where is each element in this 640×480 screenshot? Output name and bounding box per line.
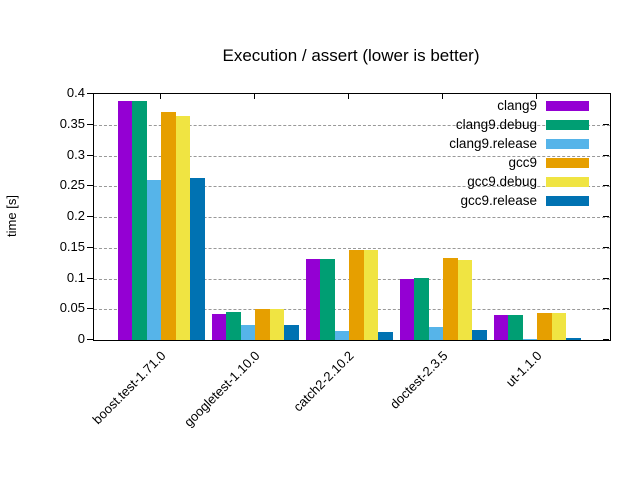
bar-gcc9-ut-1.1.0	[537, 312, 552, 340]
legend-swatch	[546, 176, 589, 187]
bar-clang9.debug-doctest-2.3.5	[414, 277, 429, 340]
bar-clang9.release-doctest-2.3.5	[428, 327, 443, 340]
legend-swatch	[546, 157, 589, 168]
bar-gcc9-doctest-2.3.5	[443, 258, 458, 340]
y-tick-mark-left	[87, 246, 93, 248]
legend-label: clang9	[497, 98, 537, 113]
legend-label: gcc9	[508, 155, 537, 170]
x-tick-mark-top	[442, 93, 443, 99]
legend-label: clang9.release	[449, 136, 537, 151]
bar-clang9-boost.test-1.71.0	[117, 101, 132, 340]
legend-label: clang9.debug	[455, 117, 537, 132]
y-tick-mark-left	[87, 93, 93, 94]
y-tick-mark-left	[87, 339, 93, 340]
bar-gcc9.debug-boost.test-1.71.0	[175, 115, 190, 340]
gridline	[94, 217, 610, 218]
legend-row-clang9: clang9	[449, 96, 589, 115]
bar-clang9.release-boost.test-1.71.0	[146, 180, 161, 340]
y-tick-label: 0.05	[59, 300, 85, 316]
bar-clang9.debug-boost.test-1.71.0	[132, 101, 147, 340]
y-tick-mark-right	[603, 93, 609, 94]
x-tick-mark-top	[536, 93, 537, 99]
y-tick-label: 0.25	[59, 177, 85, 193]
bar-clang9.debug-catch2-2.10.2	[320, 258, 335, 340]
y-tick-mark-right	[603, 339, 609, 340]
legend-row-clang9.debug: clang9.debug	[449, 115, 589, 134]
bar-gcc9.release-doctest-2.3.5	[472, 329, 487, 340]
legend-row-gcc9: gcc9	[449, 153, 589, 172]
y-tick-mark-right	[603, 185, 609, 187]
bar-gcc9.debug-catch2-2.10.2	[363, 249, 378, 340]
bar-clang9.release-catch2-2.10.2	[334, 331, 349, 340]
bar-gcc9-catch2-2.10.2	[349, 249, 364, 340]
legend-row-clang9.release: clang9.release	[449, 134, 589, 153]
y-tick-mark-right	[603, 277, 609, 279]
legend-label: gcc9.debug	[467, 174, 537, 189]
plot-area: clang9 clang9.debug clang9.release gcc9 gcc9…	[93, 93, 611, 341]
bar-gcc9.release-boost.test-1.71.0	[190, 178, 205, 340]
legend-row-gcc9.debug: gcc9.debug	[449, 172, 589, 191]
gridline	[94, 155, 610, 157]
y-tick-label: 0.4	[66, 85, 85, 100]
y-tick-mark-left	[87, 308, 93, 310]
y-tick-mark-left	[87, 216, 93, 217]
bar-gcc9.release-catch2-2.10.2	[378, 332, 393, 340]
x-tick-mark-top	[348, 93, 349, 99]
chart-title: Execution / assert (lower is better)	[222, 46, 480, 65]
legend-swatch	[546, 195, 589, 206]
bar-gcc9.release-googletest-1.10.0	[284, 325, 299, 340]
legend-label: gcc9.release	[460, 193, 537, 208]
y-tick-mark-right	[603, 246, 609, 248]
bar-gcc9-boost.test-1.71.0	[161, 112, 176, 340]
y-tick-label: 0.1	[66, 269, 85, 285]
legend: clang9 clang9.debug clang9.release gcc9 gcc9…	[449, 96, 589, 210]
bar-clang9.release-googletest-1.10.0	[240, 325, 255, 340]
gridline	[94, 186, 610, 188]
y-tick-mark-right	[603, 308, 609, 310]
bar-clang9-googletest-1.10.0	[211, 313, 226, 340]
y-tick-mark-left	[87, 185, 93, 187]
bar-gcc9.release-ut-1.1.0	[566, 338, 581, 340]
y-tick-mark-left	[87, 123, 93, 125]
gridline	[94, 247, 610, 249]
bar-gcc9.debug-doctest-2.3.5	[457, 260, 472, 340]
y-tick-mark-left	[87, 277, 93, 279]
bar-gcc9-googletest-1.10.0	[255, 308, 270, 340]
y-tick-mark-right	[603, 154, 609, 156]
legend-row-gcc9.release: gcc9.release	[449, 191, 589, 210]
bar-clang9-catch2-2.10.2	[305, 258, 320, 340]
x-tick-mark-top	[160, 93, 161, 99]
y-tick-label: 0.2	[66, 208, 85, 223]
y-tick-label: 0.15	[59, 238, 85, 254]
bar-clang9-ut-1.1.0	[493, 315, 508, 340]
legend-swatch	[546, 100, 589, 111]
legend-swatch	[546, 119, 589, 130]
bar-clang9.release-ut-1.1.0	[522, 338, 537, 340]
bar-clang9.debug-ut-1.1.0	[508, 315, 523, 340]
bar-clang9.debug-googletest-1.10.0	[226, 312, 241, 340]
gridline	[94, 124, 610, 126]
y-tick-label: 0.35	[59, 115, 85, 131]
y-tick-label: 0	[77, 331, 85, 346]
y-tick-mark-right	[603, 123, 609, 125]
y-tick-label: 0.3	[66, 146, 85, 162]
y-tick-mark-left	[87, 154, 93, 156]
bar-gcc9.debug-ut-1.1.0	[551, 312, 566, 340]
y-tick-mark-right	[603, 216, 609, 217]
legend-swatch	[546, 138, 589, 149]
x-tick-mark-top	[254, 93, 255, 99]
bar-clang9-doctest-2.3.5	[399, 278, 414, 340]
bar-gcc9.debug-googletest-1.10.0	[269, 308, 284, 340]
